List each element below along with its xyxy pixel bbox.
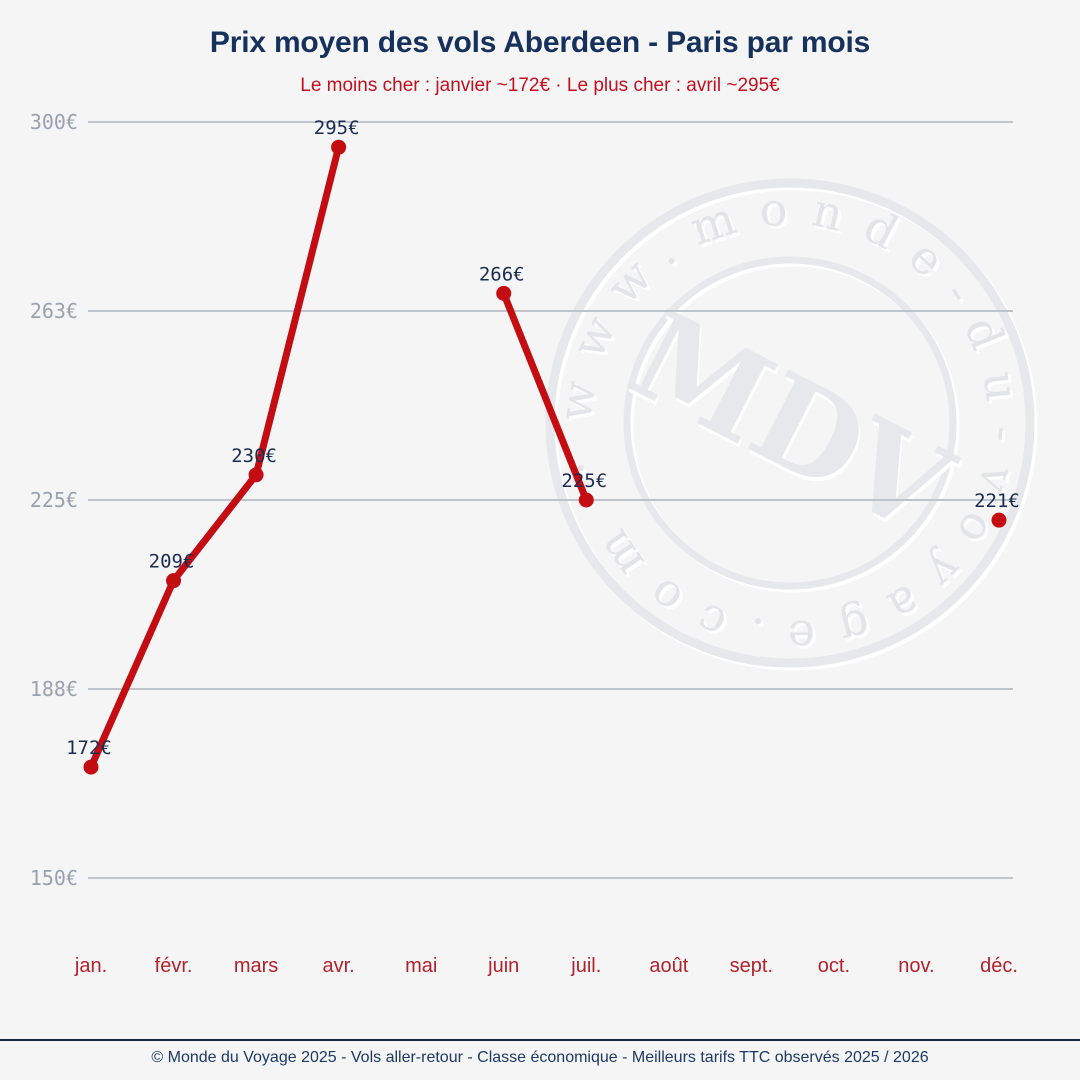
month-label: jan.	[74, 955, 107, 977]
data-point	[496, 285, 512, 301]
data-point-label: 221€	[974, 490, 1020, 512]
price-line-segment	[87, 143, 343, 771]
data-point-label: 295€	[314, 117, 360, 139]
month-label: mai	[405, 955, 437, 977]
data-point-label: 230€	[231, 445, 277, 467]
data-point	[248, 467, 264, 483]
month-label: déc.	[980, 955, 1018, 977]
footer-divider	[0, 1039, 1080, 1041]
month-label: mars	[234, 955, 278, 977]
y-axis-tick-label: 300€	[30, 110, 78, 134]
data-point	[83, 759, 99, 775]
month-axis: jan. févr. mars avr. mai juin juil. août sept. oc…	[74, 955, 1018, 977]
month-label: août	[649, 955, 688, 977]
month-label: avr.	[323, 955, 355, 977]
month-label: juil.	[570, 955, 601, 977]
y-axis-grid: 150€ 188€ 225€ 263€ 300€	[30, 110, 1013, 890]
y-axis-tick-label: 188€	[30, 677, 78, 701]
y-axis-tick-label: 263€	[30, 299, 78, 323]
month-label: juin	[487, 955, 519, 977]
data-point	[578, 492, 594, 508]
month-label: sept.	[730, 955, 773, 977]
month-label: févr.	[155, 955, 193, 977]
data-point	[331, 139, 347, 155]
data-point-label: 209€	[149, 551, 195, 573]
price-series: 172€ 209€ 230€ 295€ 266€ 225€ 221€	[66, 117, 1020, 775]
footer-credit: © Monde du Voyage 2025 - Vols aller-reto…	[151, 1049, 929, 1066]
month-label: oct.	[818, 955, 850, 977]
data-point	[166, 573, 182, 589]
data-point-label: 172€	[66, 737, 112, 759]
watermark-stamp: www.monde-du-voyage.com ·www.monde-du-vo…	[545, 178, 1038, 671]
watermark-inner-ring	[623, 256, 957, 590]
data-point-label: 225€	[561, 470, 607, 492]
price-line-segment	[500, 289, 590, 504]
chart-subtitle: Le moins cher : janvier ~172€ · Le plus …	[300, 75, 780, 96]
y-axis-tick-label: 225€	[30, 488, 78, 512]
watermark-outer-ring	[545, 178, 1035, 668]
month-label: nov.	[898, 955, 934, 977]
chart-title: Prix moyen des vols Aberdeen - Paris par…	[209, 26, 871, 59]
data-point	[991, 512, 1007, 528]
y-axis-tick-label: 150€	[30, 866, 78, 890]
data-point-label: 266€	[479, 263, 525, 285]
